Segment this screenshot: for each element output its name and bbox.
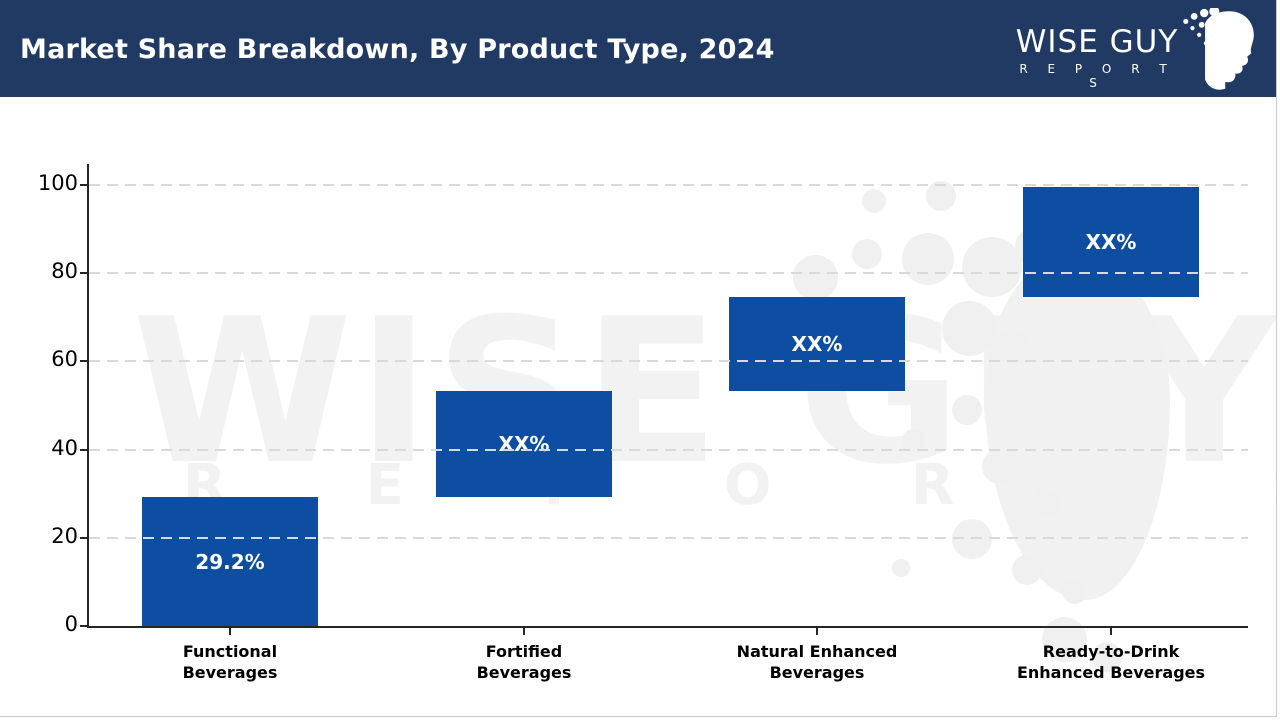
watermark-dot — [942, 301, 997, 356]
watermark-dot — [892, 559, 910, 577]
y-tick-mark — [80, 536, 88, 539]
header-banner: Market Share Breakdown, By Product Type,… — [0, 0, 1276, 97]
bar-value-label: XX% — [791, 331, 843, 356]
x-category-label: Ready-to-Drink Enhanced Beverages — [1016, 642, 1206, 682]
bar: 29.2% — [142, 497, 318, 626]
bar: XX% — [436, 390, 612, 498]
y-tick-label: 100 — [37, 171, 78, 195]
page-title: Market Share Breakdown, By Product Type,… — [20, 34, 775, 65]
gridline — [89, 184, 1248, 186]
watermark-dot — [992, 329, 1032, 369]
watermark-dot — [952, 395, 982, 425]
bar: XX% — [729, 297, 905, 391]
chart-area: WISE GUY R E P O R T S 0 20 40 60 80 100 29.2%… — [0, 97, 1276, 716]
y-tick-mark — [80, 625, 88, 627]
watermark-dot — [862, 189, 886, 213]
x-category-label: Functional Beverages — [182, 642, 278, 682]
y-tick-label: 0 — [64, 612, 78, 636]
brand-subtitle: R E P O R T S — [1019, 61, 1175, 90]
watermark-dot — [902, 233, 954, 285]
x-category-label: Natural Enhanced Beverages — [736, 642, 898, 682]
watermark-dot — [962, 237, 1022, 297]
bar-value-label: XX% — [498, 432, 550, 457]
x-category-label: Fortified Beverages — [476, 642, 572, 682]
dotted-face-icon — [1183, 8, 1254, 90]
x-tick-mark — [816, 628, 818, 635]
bar-value-label: XX% — [1085, 230, 1137, 255]
x-axis-spine — [87, 626, 1248, 628]
watermark-dot — [852, 239, 882, 269]
bar: XX% — [1023, 187, 1199, 297]
gridline — [89, 272, 1248, 275]
y-tick-mark — [80, 360, 88, 363]
brand-logo: WISE GUY R E P O R T S — [1008, 8, 1258, 92]
bar-value-label: 29.2% — [195, 549, 265, 574]
watermark-dot — [926, 181, 956, 211]
y-axis-spine — [87, 164, 89, 626]
watermark-dot — [1062, 579, 1087, 604]
watermark-dot — [793, 255, 838, 300]
brand-logo-text: WISE GUY R E P O R T S — [1008, 26, 1186, 90]
gridline — [89, 536, 1248, 539]
watermark-dot — [902, 429, 924, 451]
x-tick-mark — [229, 628, 231, 635]
watermark-dot — [1092, 642, 1122, 672]
x-tick-mark — [1110, 628, 1112, 635]
brand-name: WISE GUY — [1015, 24, 1179, 60]
y-tick-label: 60 — [51, 347, 78, 372]
y-tick-mark — [80, 184, 88, 186]
y-tick-mark — [80, 272, 88, 275]
watermark-dot — [1012, 555, 1042, 585]
gridline — [89, 448, 1248, 451]
y-tick-mark — [80, 448, 88, 451]
watermark-dot — [952, 519, 992, 559]
watermark-face — [985, 255, 1170, 600]
x-tick-mark — [523, 628, 525, 635]
watermark-dot — [1042, 617, 1087, 662]
y-tick-label: 40 — [51, 435, 78, 460]
gridline — [89, 360, 1248, 363]
y-tick-label: 80 — [51, 259, 78, 284]
watermark-dot — [982, 449, 1017, 484]
y-tick-label: 20 — [51, 523, 78, 548]
watermark-dot — [1032, 489, 1060, 517]
